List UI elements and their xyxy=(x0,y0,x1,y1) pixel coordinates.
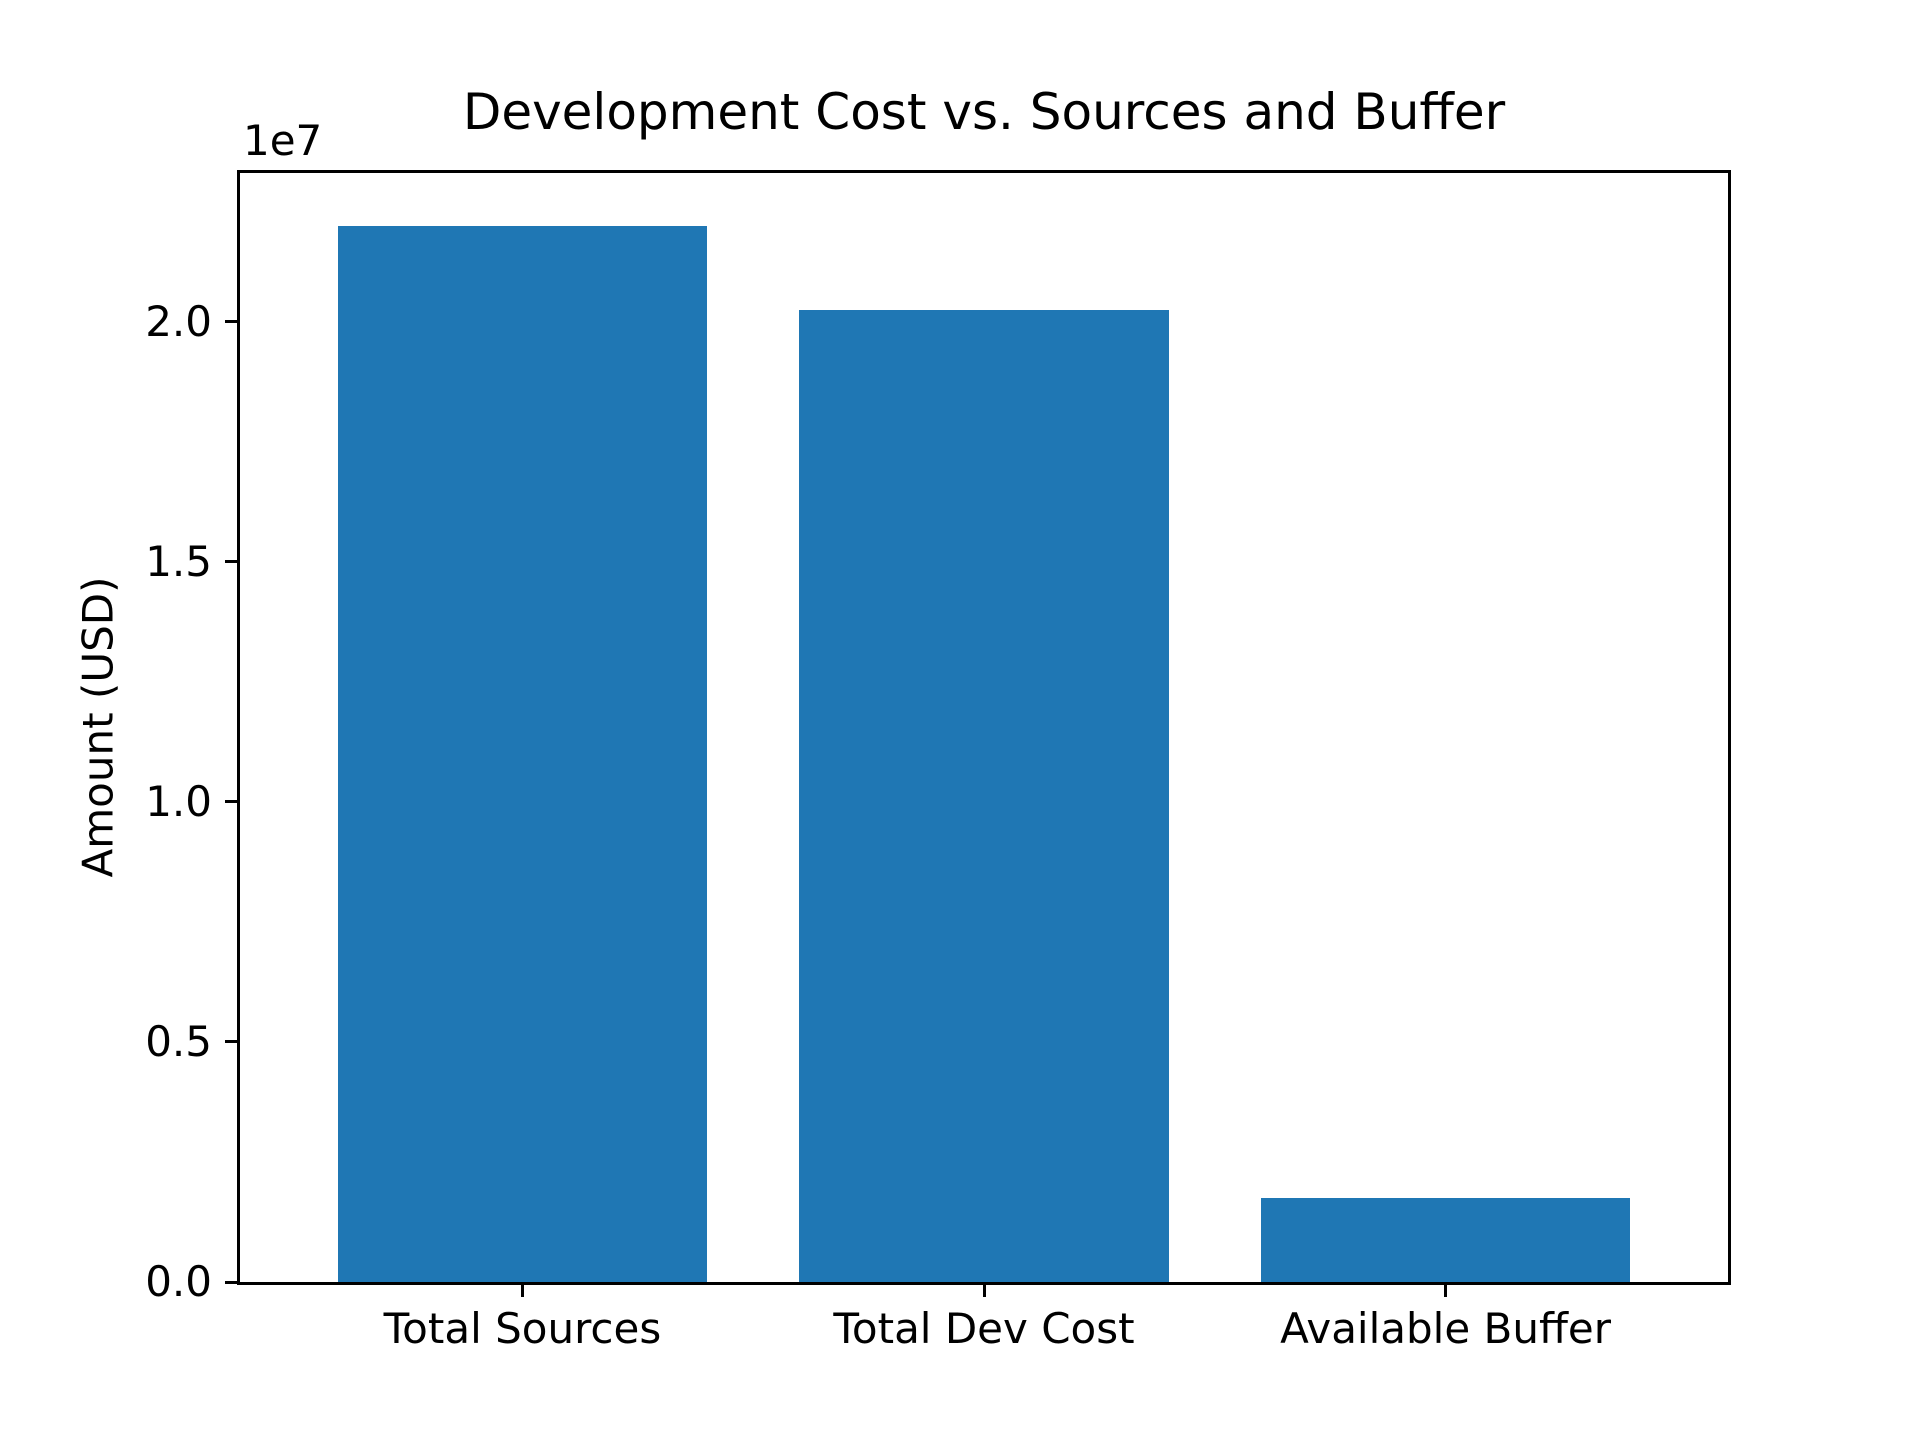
bar-total-dev-cost xyxy=(799,309,1169,1282)
y-tick-label: 1.0 xyxy=(145,776,212,826)
y-tick-mark xyxy=(225,320,240,324)
x-tick-label-total-dev-cost: Total Dev Cost xyxy=(833,1304,1135,1353)
x-tick-mark xyxy=(982,1282,986,1297)
x-tick-label-available-buffer: Available Buffer xyxy=(1280,1304,1611,1353)
y-tick-mark xyxy=(225,560,240,564)
y-axis-label: Amount (USD) xyxy=(73,576,123,878)
y-tick-label: 0.0 xyxy=(145,1257,212,1306)
plot-area xyxy=(237,170,1731,1285)
y-tick-label: 0.5 xyxy=(145,1016,212,1066)
bar-available-buffer xyxy=(1260,1198,1631,1282)
bar-total-sources xyxy=(337,225,708,1282)
y-axis-offset-label: 1e7 xyxy=(243,116,323,165)
y-tick-label: 1.5 xyxy=(145,536,212,586)
x-tick-label-total-sources: Total Sources xyxy=(383,1304,662,1353)
y-tick-mark xyxy=(225,1040,240,1044)
y-tick-label: 2.0 xyxy=(145,296,212,346)
x-tick-mark xyxy=(520,1282,524,1297)
y-tick-mark xyxy=(225,800,240,804)
y-tick-mark xyxy=(225,1280,240,1284)
chart-title: Development Cost vs. Sources and Buffer xyxy=(462,83,1506,141)
x-tick-mark xyxy=(1444,1282,1448,1297)
